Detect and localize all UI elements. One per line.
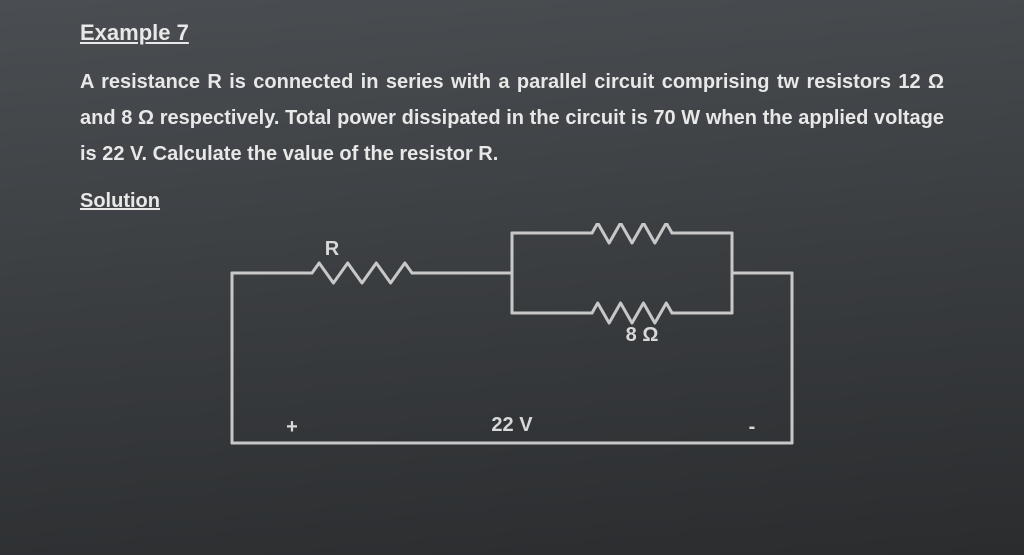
page: Example 7 A resistance R is connected in… <box>0 0 1024 503</box>
svg-text:+: + <box>286 416 298 438</box>
svg-text:12 Ω: 12 Ω <box>630 223 674 224</box>
solution-heading: Solution <box>80 190 944 213</box>
circuit-diagram: R 12 Ω 8 Ω 22 V + - <box>192 223 832 483</box>
svg-text:22 V: 22 V <box>491 414 533 436</box>
circuit-diagram-container: R 12 Ω 8 Ω 22 V + - <box>80 223 944 483</box>
problem-statement: A resistance R is connected in series wi… <box>80 64 944 172</box>
example-title: Example 7 <box>80 20 944 46</box>
svg-text:-: - <box>749 416 756 438</box>
svg-text:8 Ω: 8 Ω <box>626 324 659 346</box>
svg-text:R: R <box>325 238 340 260</box>
